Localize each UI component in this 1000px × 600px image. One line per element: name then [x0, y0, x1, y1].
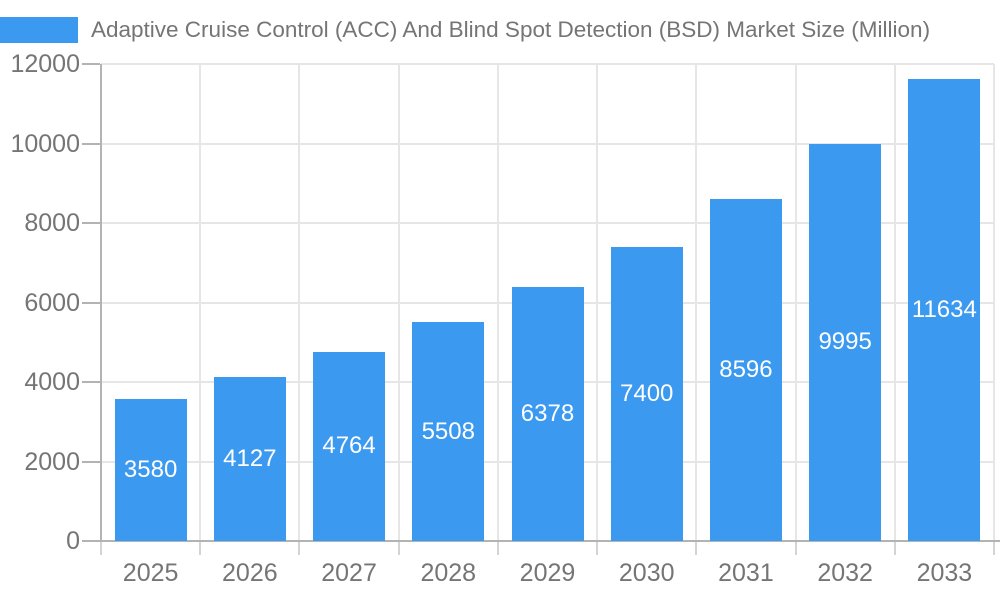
gridline-horizontal [101, 142, 994, 145]
x-axis-tick [794, 541, 797, 555]
bar-value-label: 9995 [818, 328, 872, 356]
chart-title: Adaptive Cruise Control (ACC) And Blind … [91, 17, 931, 42]
bar-2029[interactable]: 6378 [511, 287, 584, 541]
bar-value-label: 6378 [520, 400, 575, 428]
x-axis-label-2025: 2025 [122, 559, 179, 587]
bar-value-label: 4764 [322, 432, 376, 460]
x-axis-tick [199, 541, 202, 555]
x-axis-label-2030: 2030 [618, 559, 675, 587]
bar-value-label: 7400 [620, 379, 674, 407]
gridline-horizontal [101, 222, 994, 224]
gridline-vertical [794, 64, 797, 541]
bar-2033[interactable]: 11634 [908, 78, 981, 541]
x-axis-label-2027: 2027 [321, 559, 377, 587]
x-axis-label-2031: 2031 [718, 559, 774, 587]
legend-swatch[interactable] [0, 17, 78, 43]
gridline-vertical [298, 64, 301, 541]
gridline-vertical [993, 64, 995, 541]
x-axis-line [92, 540, 1000, 542]
plot-area: 0 2000 4000 6000 8000 10000 12000 3580 2025 4127 2… [10, 51, 1000, 586]
bar-2025[interactable]: 3580 [114, 398, 187, 541]
x-axis-label-2028: 2028 [420, 559, 477, 587]
y-axis-line [100, 64, 102, 541]
x-axis-tick [893, 541, 896, 555]
gridline-horizontal [101, 63, 994, 65]
gridline-vertical [893, 64, 896, 541]
bar-2030[interactable]: 7400 [610, 246, 683, 541]
bar-2028[interactable]: 5508 [412, 322, 485, 541]
x-axis-tick [397, 541, 400, 555]
bar-value-label: 3580 [123, 455, 178, 483]
gridline-vertical [199, 64, 202, 541]
y-axis-label: 8000 [24, 209, 80, 237]
x-axis-tick [100, 541, 102, 555]
bar-2027[interactable]: 4764 [313, 351, 386, 541]
bar-value-label: 8596 [719, 356, 773, 384]
x-axis-label-2029: 2029 [519, 559, 576, 587]
x-axis-tick [993, 541, 995, 555]
gridline-vertical [596, 64, 599, 541]
bar-value-label: 11634 [911, 295, 977, 323]
x-axis-tick [596, 541, 599, 555]
y-axis-label: 2000 [24, 447, 80, 476]
bar-2032[interactable]: 9995 [809, 143, 882, 541]
y-axis-tick [82, 460, 100, 463]
x-axis-tick [298, 541, 301, 555]
y-axis-label: 4000 [24, 368, 80, 396]
x-axis-tick [695, 541, 698, 555]
bar-2026[interactable]: 4127 [213, 376, 286, 541]
gridline-vertical [397, 64, 400, 541]
y-axis-tick [82, 301, 100, 304]
x-axis-tick [496, 541, 499, 555]
y-axis-tick [82, 142, 100, 145]
gridline-vertical [695, 64, 698, 541]
x-axis-label-2032: 2032 [817, 559, 873, 587]
legend: Adaptive Cruise Control (ACC) And Blind … [0, 17, 930, 43]
y-axis-label: 12000 [10, 50, 80, 78]
y-axis-label: 0 [66, 527, 80, 555]
y-axis-tick [82, 63, 100, 65]
x-axis-label-2026: 2026 [222, 559, 278, 587]
bar-2031[interactable]: 8596 [709, 199, 782, 541]
y-axis-label: 10000 [10, 129, 80, 158]
x-axis-label-2033: 2033 [916, 559, 973, 587]
y-axis-tick [82, 540, 100, 542]
bar-value-label: 5508 [421, 417, 475, 445]
y-axis-tick [82, 222, 100, 224]
bar-value-label: 4127 [223, 444, 277, 472]
y-axis-label: 6000 [24, 288, 80, 317]
gridline-vertical [496, 64, 499, 541]
y-axis-tick [82, 381, 100, 383]
